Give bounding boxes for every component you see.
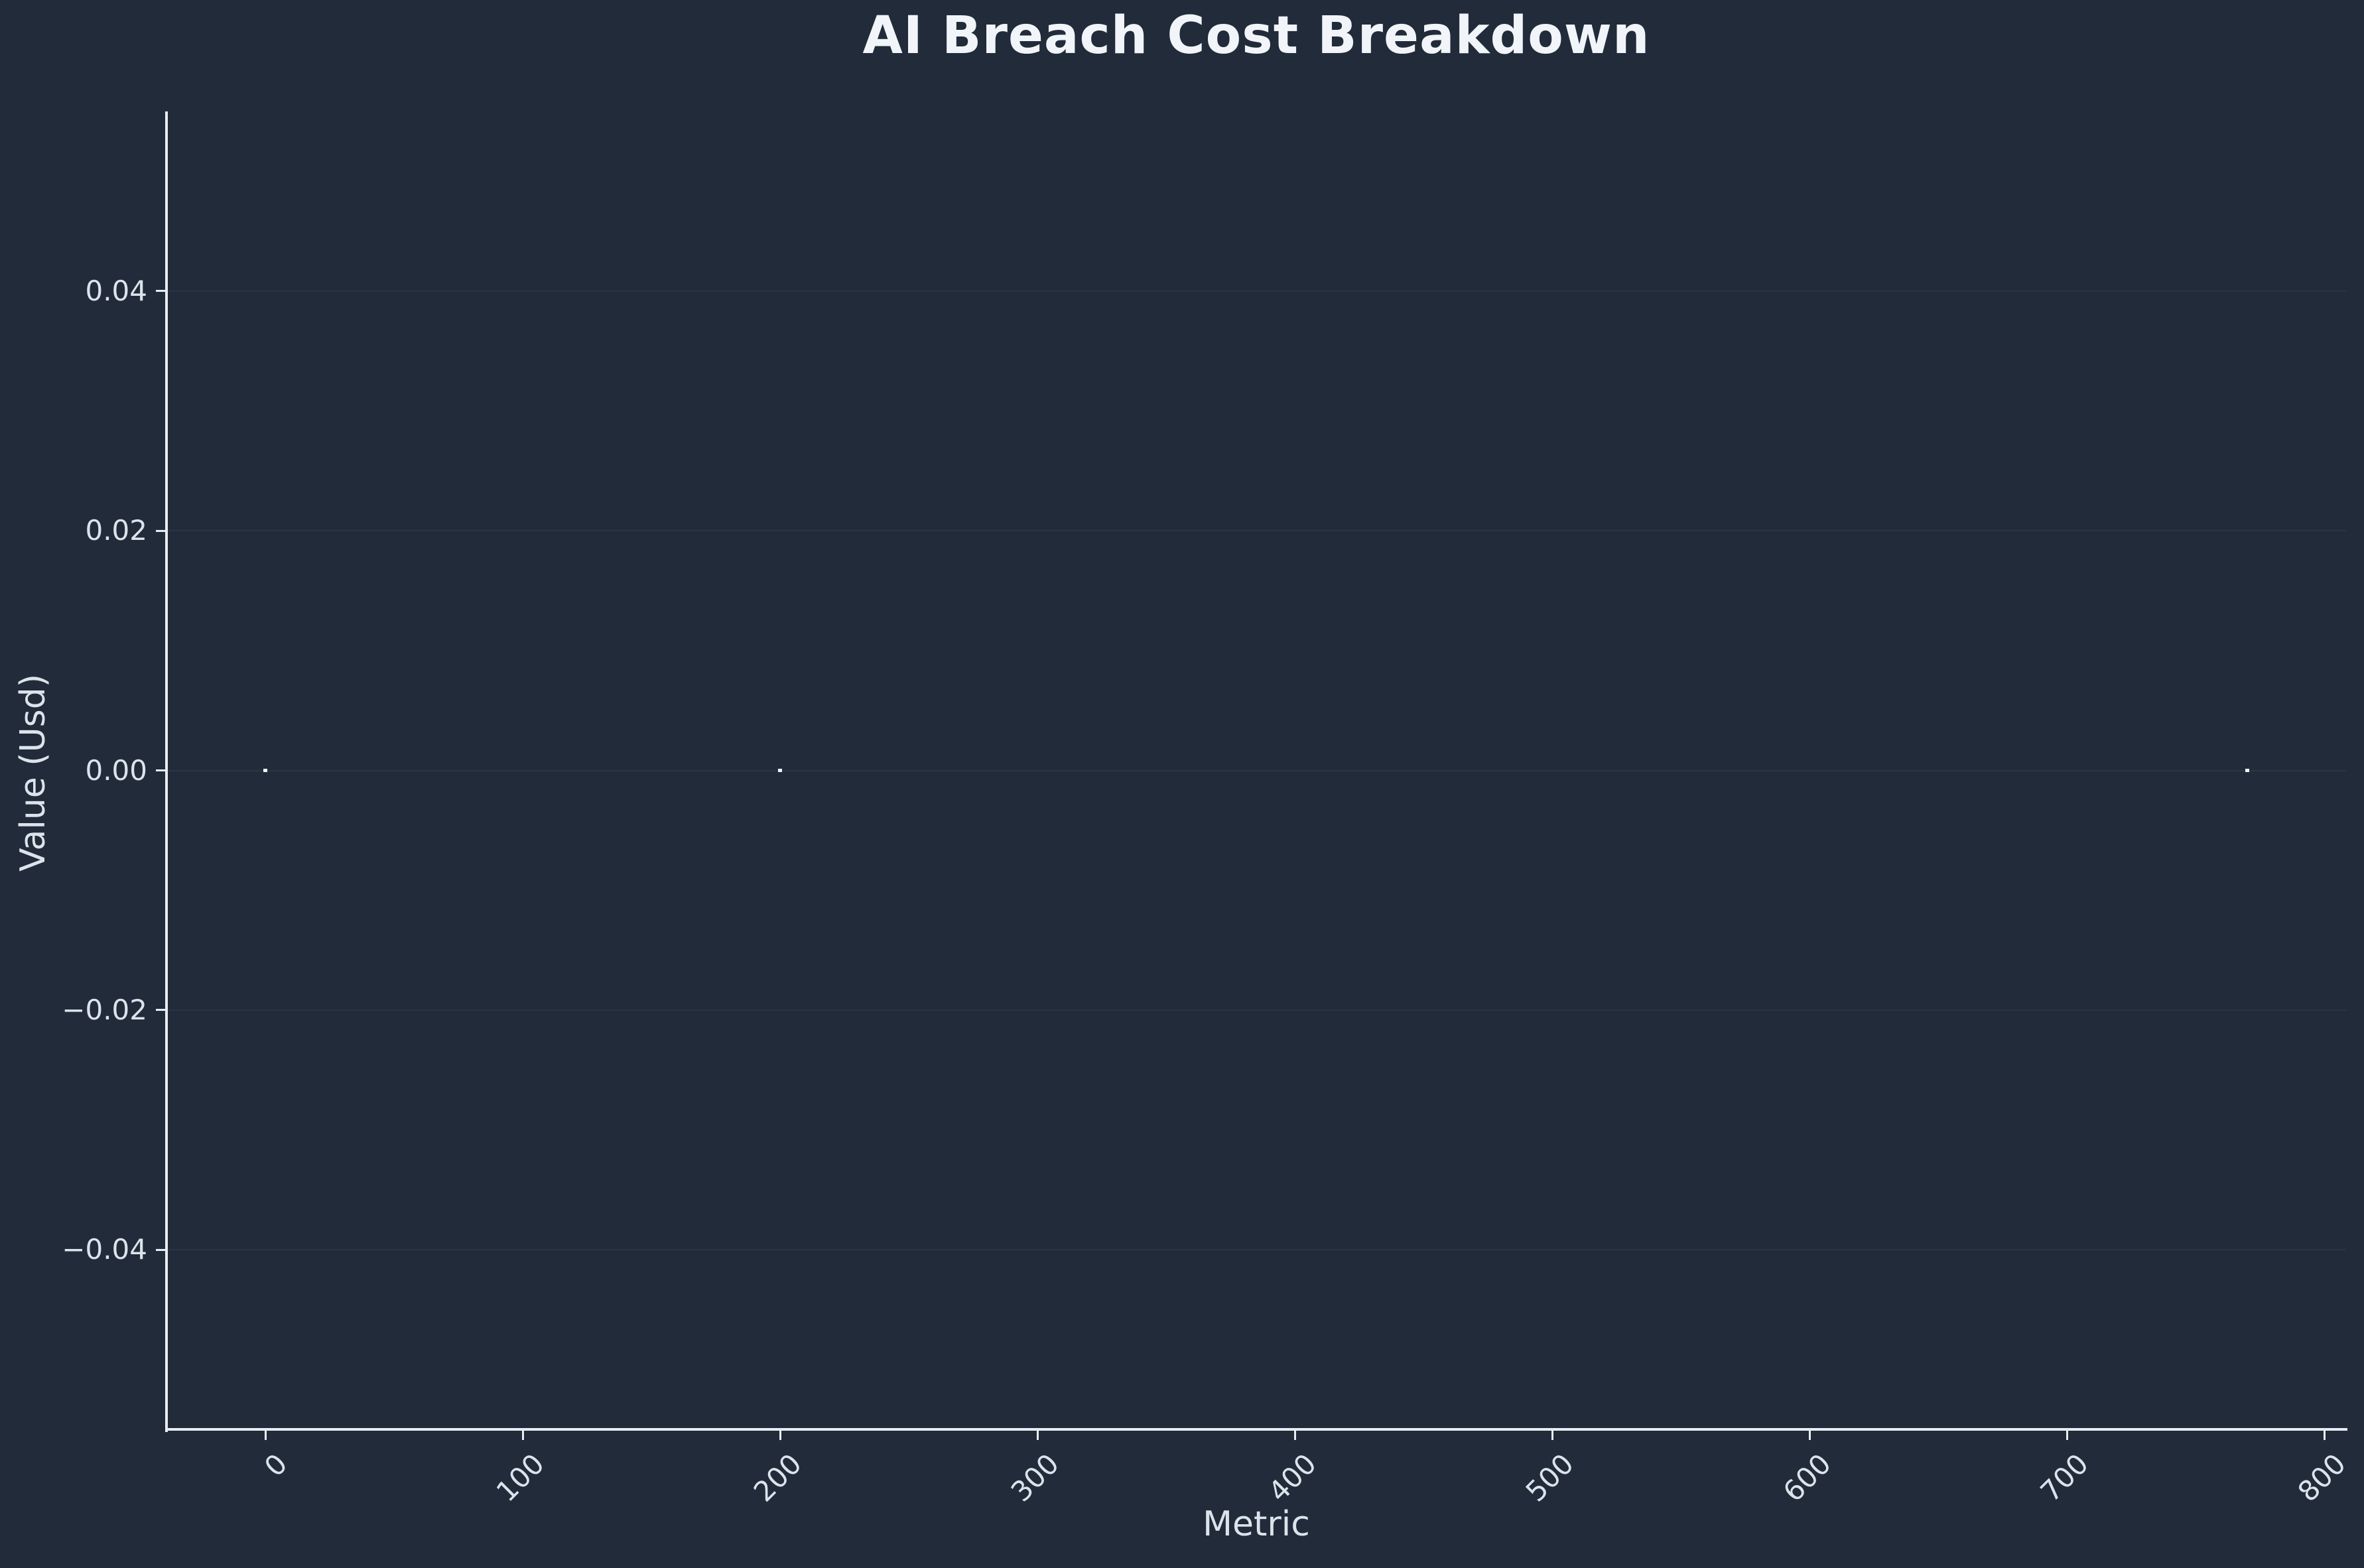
x-tick-mark — [264, 1431, 267, 1440]
y-axis-spine — [165, 111, 168, 1432]
x-axis-spine — [165, 1428, 2347, 1431]
y-tick-label: −0.04 — [62, 1233, 147, 1266]
data-point-marker — [263, 769, 268, 772]
chart-title: AI Breach Cost Breakdown — [862, 6, 1650, 66]
x-tick-label: 100 — [490, 1447, 551, 1508]
x-tick-mark — [779, 1431, 781, 1440]
x-tick-mark — [1551, 1431, 1553, 1440]
y-gridline — [168, 1249, 2346, 1251]
y-tick-mark — [156, 529, 165, 532]
y-tick-label: 0.00 — [85, 753, 147, 787]
x-tick-mark — [1293, 1431, 1296, 1440]
y-tick-mark — [156, 1248, 165, 1251]
x-tick-label: 300 — [1004, 1447, 1066, 1508]
y-gridline — [168, 1009, 2346, 1011]
x-tick-label: 500 — [1519, 1447, 1580, 1508]
data-point-marker — [2245, 769, 2249, 772]
x-tick-label: 400 — [1262, 1447, 1323, 1508]
y-tick-mark — [156, 769, 165, 771]
y-tick-label: 0.02 — [85, 514, 147, 547]
y-gridline — [168, 769, 2346, 771]
x-tick-mark — [2066, 1431, 2068, 1440]
y-gridline — [168, 290, 2346, 292]
x-tick-label: 800 — [2291, 1447, 2352, 1508]
y-tick-mark — [156, 1009, 165, 1012]
y-gridline — [168, 530, 2346, 532]
x-tick-mark — [1808, 1431, 1811, 1440]
data-point-marker — [778, 769, 783, 772]
x-tick-label: 200 — [747, 1447, 809, 1508]
y-tick-mark — [156, 290, 165, 293]
x-tick-label: 0 — [257, 1447, 294, 1483]
x-tick-mark — [521, 1431, 524, 1440]
x-tick-mark — [2323, 1431, 2326, 1440]
x-tick-mark — [1036, 1431, 1039, 1440]
x-tick-label: 700 — [2034, 1447, 2095, 1508]
y-tick-label: 0.04 — [85, 274, 147, 307]
y-tick-label: −0.02 — [62, 993, 147, 1026]
x-tick-label: 600 — [1776, 1447, 1837, 1508]
x-axis-label: Metric — [1203, 1504, 1310, 1544]
